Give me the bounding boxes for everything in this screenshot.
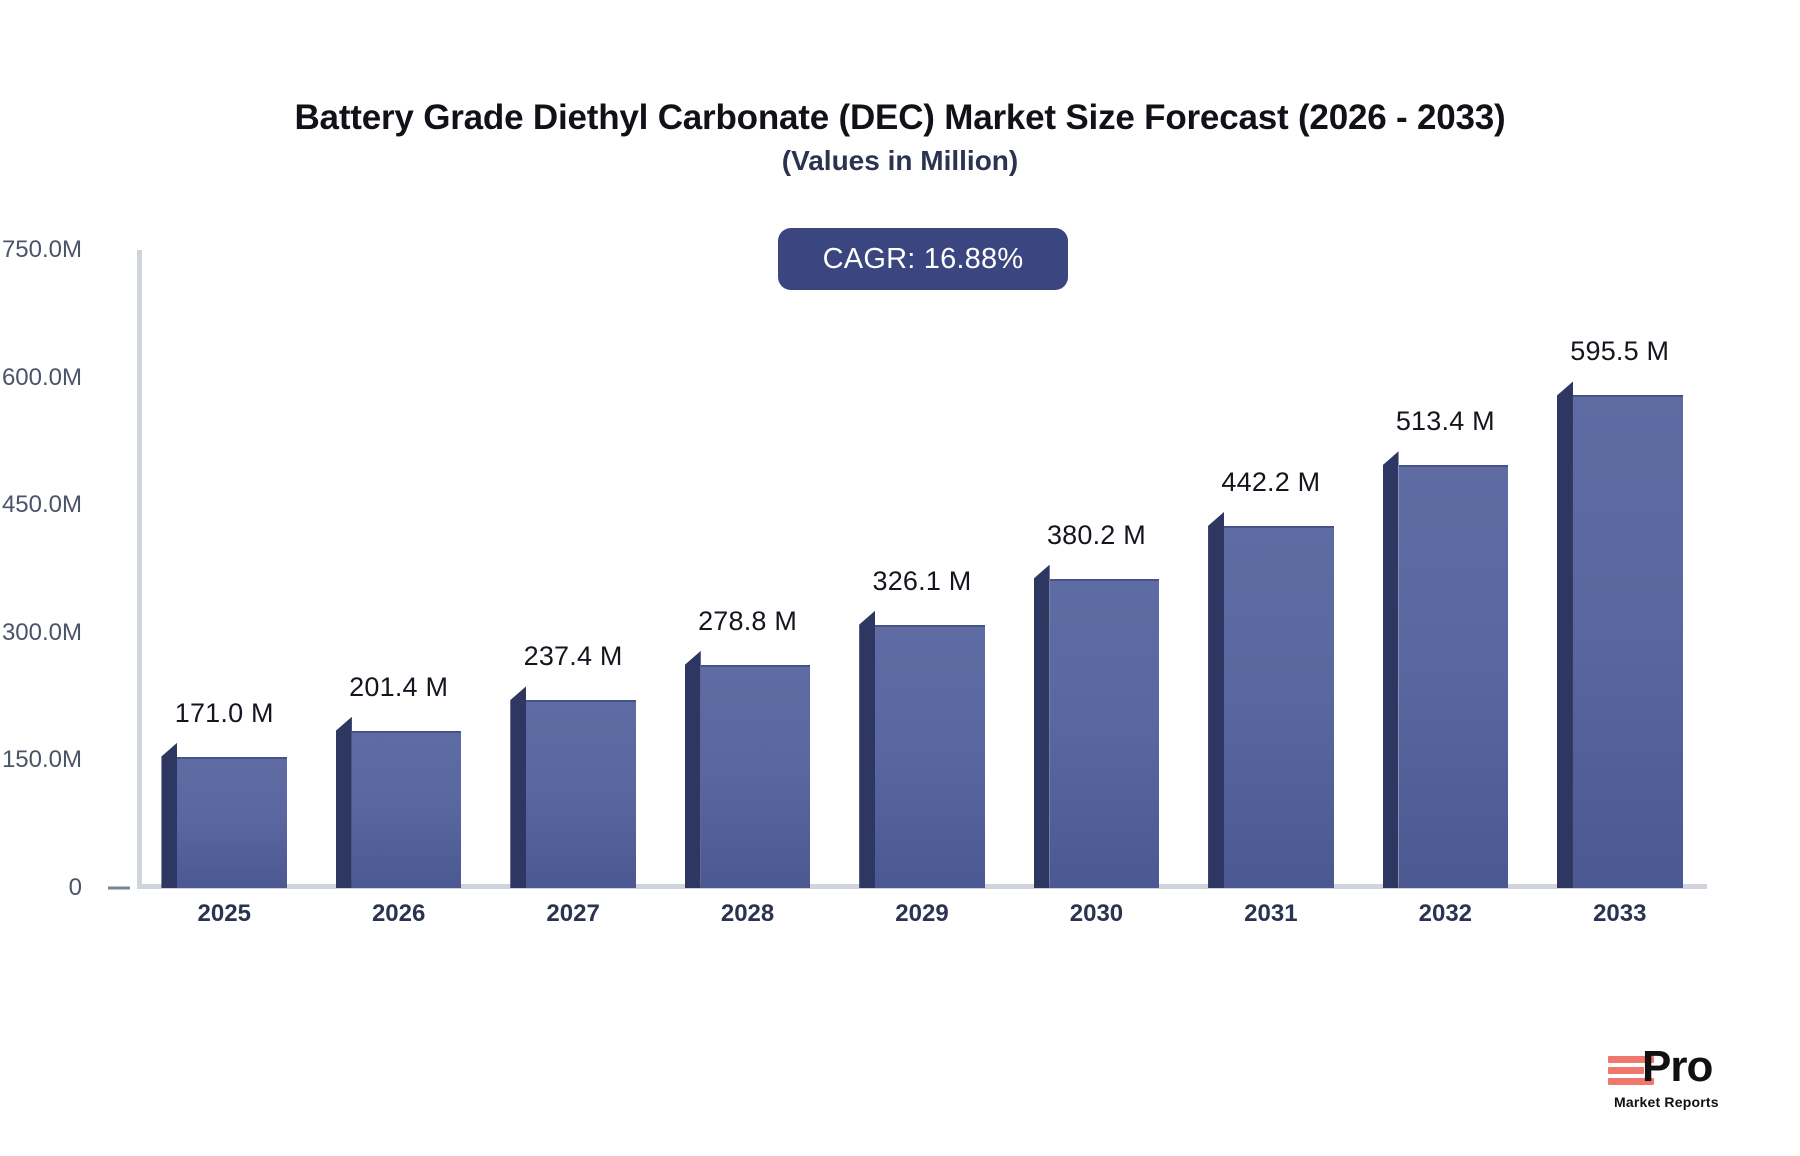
logo-tagline: Market Reports bbox=[1614, 1094, 1719, 1110]
y-axis-tick-label: 450.0M bbox=[1, 491, 82, 519]
bar-2026[interactable]: 201.4 M bbox=[335, 250, 462, 888]
bar-front-face bbox=[1398, 465, 1509, 888]
bar-front-face bbox=[177, 756, 288, 888]
x-axis-tick-label: 2030 bbox=[1069, 900, 1124, 927]
cagr-badge-label: CAGR: 16.88% bbox=[822, 242, 1024, 275]
y-axis-tick-label: 300.0M bbox=[1, 618, 82, 646]
logo-bar-bottom bbox=[1608, 1078, 1654, 1085]
chart-subtitle: (Values in Million) bbox=[781, 145, 1019, 176]
y-axis-line bbox=[137, 250, 142, 888]
bar-front-face bbox=[1049, 578, 1160, 888]
bar-2033[interactable]: 595.5 M bbox=[1556, 250, 1683, 888]
bars-layer: 171.0 M 201.4 M 237.4 M 278.8 M 326.1 M 380.2… bbox=[137, 250, 1707, 888]
y-axis-tick-label: 150.0M bbox=[1, 746, 82, 774]
bar-value-label: 278.8 M bbox=[698, 605, 798, 636]
logo-bars-icon bbox=[1608, 1052, 1656, 1096]
x-axis-tick-label: 2031 bbox=[1244, 900, 1298, 927]
logo-name: Pro bbox=[1642, 1042, 1713, 1091]
page-title: Battery Grade Diethyl Carbonate (DEC) Ma… bbox=[294, 98, 1506, 137]
bar-front-face bbox=[875, 624, 985, 888]
x-axis-tick-label: 2027 bbox=[546, 900, 600, 927]
bar-front-face bbox=[1224, 525, 1334, 888]
bar-2029[interactable]: 326.1 M bbox=[859, 250, 985, 888]
brand-logo: Pro Market Reports bbox=[1608, 1042, 1778, 1120]
bar-side-face bbox=[1208, 511, 1225, 888]
bar-2025[interactable]: 171.0 M bbox=[161, 250, 288, 888]
cagr-badge: CAGR: 16.88% bbox=[778, 228, 1068, 290]
bar-2028[interactable]: 278.8 M bbox=[684, 250, 811, 888]
bar-value-label: 171.0 M bbox=[174, 697, 274, 728]
bar-front-face bbox=[700, 664, 811, 888]
x-axis-tick-label: 2033 bbox=[1593, 900, 1647, 927]
x-axis-labels: 2025 2026 2027 2028 2029 2030 2031 2032 2033 bbox=[137, 900, 1707, 940]
logo-bar-top bbox=[1608, 1056, 1654, 1063]
bar-value-label: 380.2 M bbox=[1046, 519, 1146, 550]
y-axis-tick-label: 600.0M bbox=[1, 363, 82, 391]
bar-front-face bbox=[1572, 395, 1683, 888]
bar-value-label: 326.1 M bbox=[872, 565, 972, 596]
bar-side-face bbox=[1382, 451, 1399, 888]
x-axis-tick-label: 2028 bbox=[720, 900, 775, 927]
x-axis-tick-label: 2026 bbox=[371, 900, 426, 927]
bar-side-face bbox=[510, 686, 527, 888]
x-axis-tick-label: 2029 bbox=[895, 900, 949, 927]
bar-side-face bbox=[1033, 564, 1050, 888]
bar-value-label: 237.4 M bbox=[523, 641, 623, 672]
bar-side-face bbox=[684, 650, 701, 888]
bar-2032[interactable]: 513.4 M bbox=[1382, 250, 1509, 888]
bar-2031[interactable]: 442.2 M bbox=[1208, 250, 1334, 888]
bar-value-label: 595.5 M bbox=[1570, 336, 1670, 367]
bar-side-face bbox=[859, 610, 876, 888]
y-axis-tick-label: 750.0M bbox=[1, 236, 82, 263]
bar-2027[interactable]: 237.4 M bbox=[510, 250, 636, 888]
bar-2030[interactable]: 380.2 M bbox=[1033, 250, 1160, 888]
bar-front-face bbox=[526, 700, 636, 888]
bar-side-face bbox=[1556, 381, 1573, 888]
logo-bar-middle bbox=[1608, 1067, 1644, 1074]
bar-value-label: 201.4 M bbox=[349, 671, 449, 702]
bar-value-label: 442.2 M bbox=[1221, 466, 1321, 497]
y-axis-tick-label: 0 bbox=[68, 874, 82, 901]
bar-side-face bbox=[161, 742, 178, 888]
x-axis-tick-label: 2025 bbox=[197, 900, 251, 927]
x-axis-tick-label: 2032 bbox=[1418, 900, 1473, 927]
bar-front-face bbox=[351, 730, 462, 888]
y-axis-tick-mark bbox=[108, 886, 130, 890]
bar-side-face bbox=[335, 716, 352, 888]
bar-value-label: 513.4 M bbox=[1395, 406, 1495, 437]
